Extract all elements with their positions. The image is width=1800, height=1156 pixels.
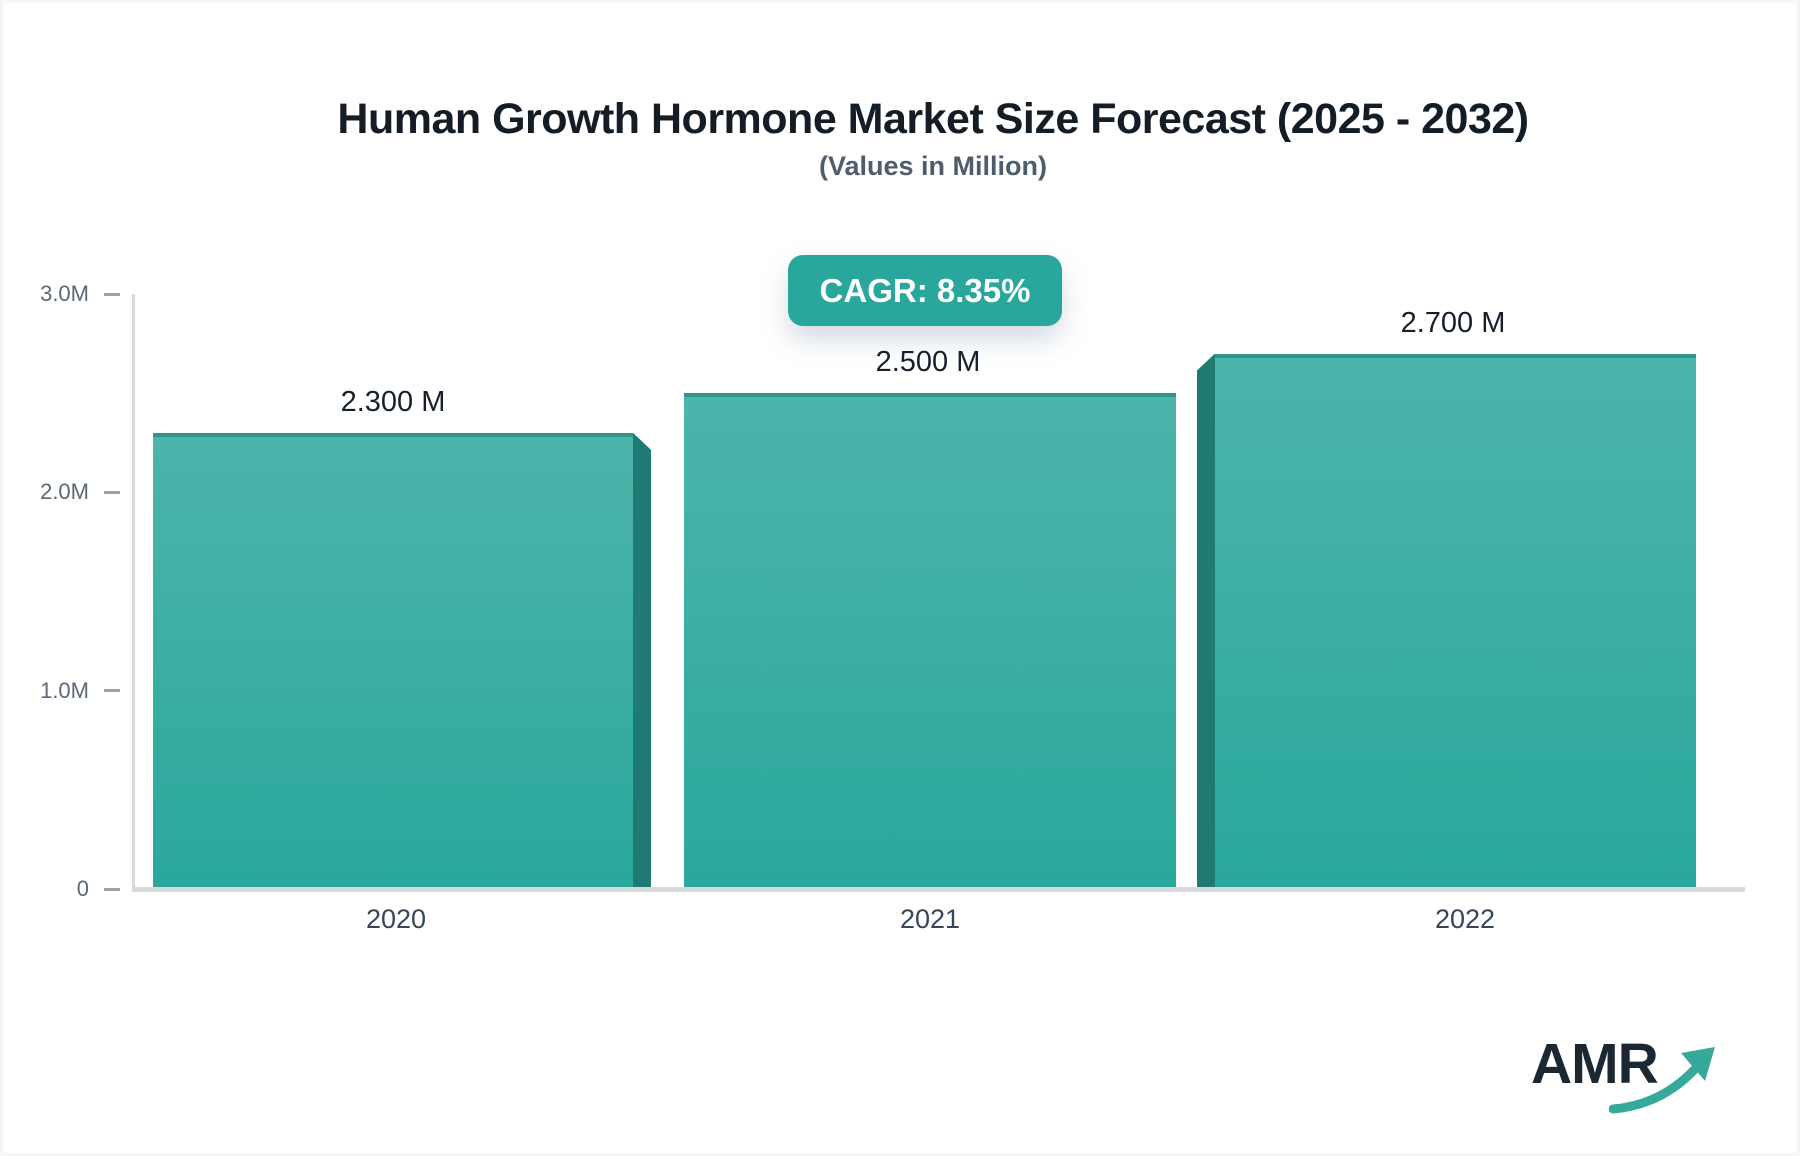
bar-2022 <box>1215 353 1696 889</box>
cagr-badge: CAGR: 8.35% <box>788 255 1062 326</box>
y-tick-dash <box>104 887 120 891</box>
x-axis-label: 2022 <box>1434 904 1496 934</box>
bar-3d-edge <box>633 432 651 889</box>
bar-3d-edge <box>1197 353 1215 889</box>
y-tick-label: 2.0M <box>40 479 89 505</box>
y-tick-label: 1.0M <box>40 677 89 703</box>
amr-logo-text: AMR <box>1531 1032 1659 1096</box>
bar-value-label: 2.700 M <box>1400 306 1506 339</box>
y-tick-label: 3.0M <box>40 281 89 306</box>
bar-2020 <box>153 432 633 889</box>
x-axis-label: 2020 <box>365 904 427 934</box>
y-tick-label: 0 <box>76 876 89 901</box>
x-axis-line <box>132 887 1745 892</box>
bar-value-label: 2.300 M <box>340 385 446 418</box>
growth-arrow-icon <box>1609 1047 1715 1114</box>
chart-title: Human Growth Hormone Market Size Forecas… <box>337 95 1529 143</box>
bar-2021 <box>684 393 1176 889</box>
y-tick-dash <box>104 292 120 296</box>
chart-subtitle: (Values in Million) <box>818 151 1048 181</box>
chart-canvas: Human Growth Hormone Market Size Forecas… <box>3 3 1797 1153</box>
y-axis-line <box>132 294 135 889</box>
bar-value-label: 2.500 M <box>875 346 981 379</box>
y-tick-dash <box>104 689 120 693</box>
y-tick-dash <box>104 490 120 494</box>
amr-logo: AMR <box>1531 1031 1721 1115</box>
x-axis-label: 2021 <box>899 904 961 934</box>
